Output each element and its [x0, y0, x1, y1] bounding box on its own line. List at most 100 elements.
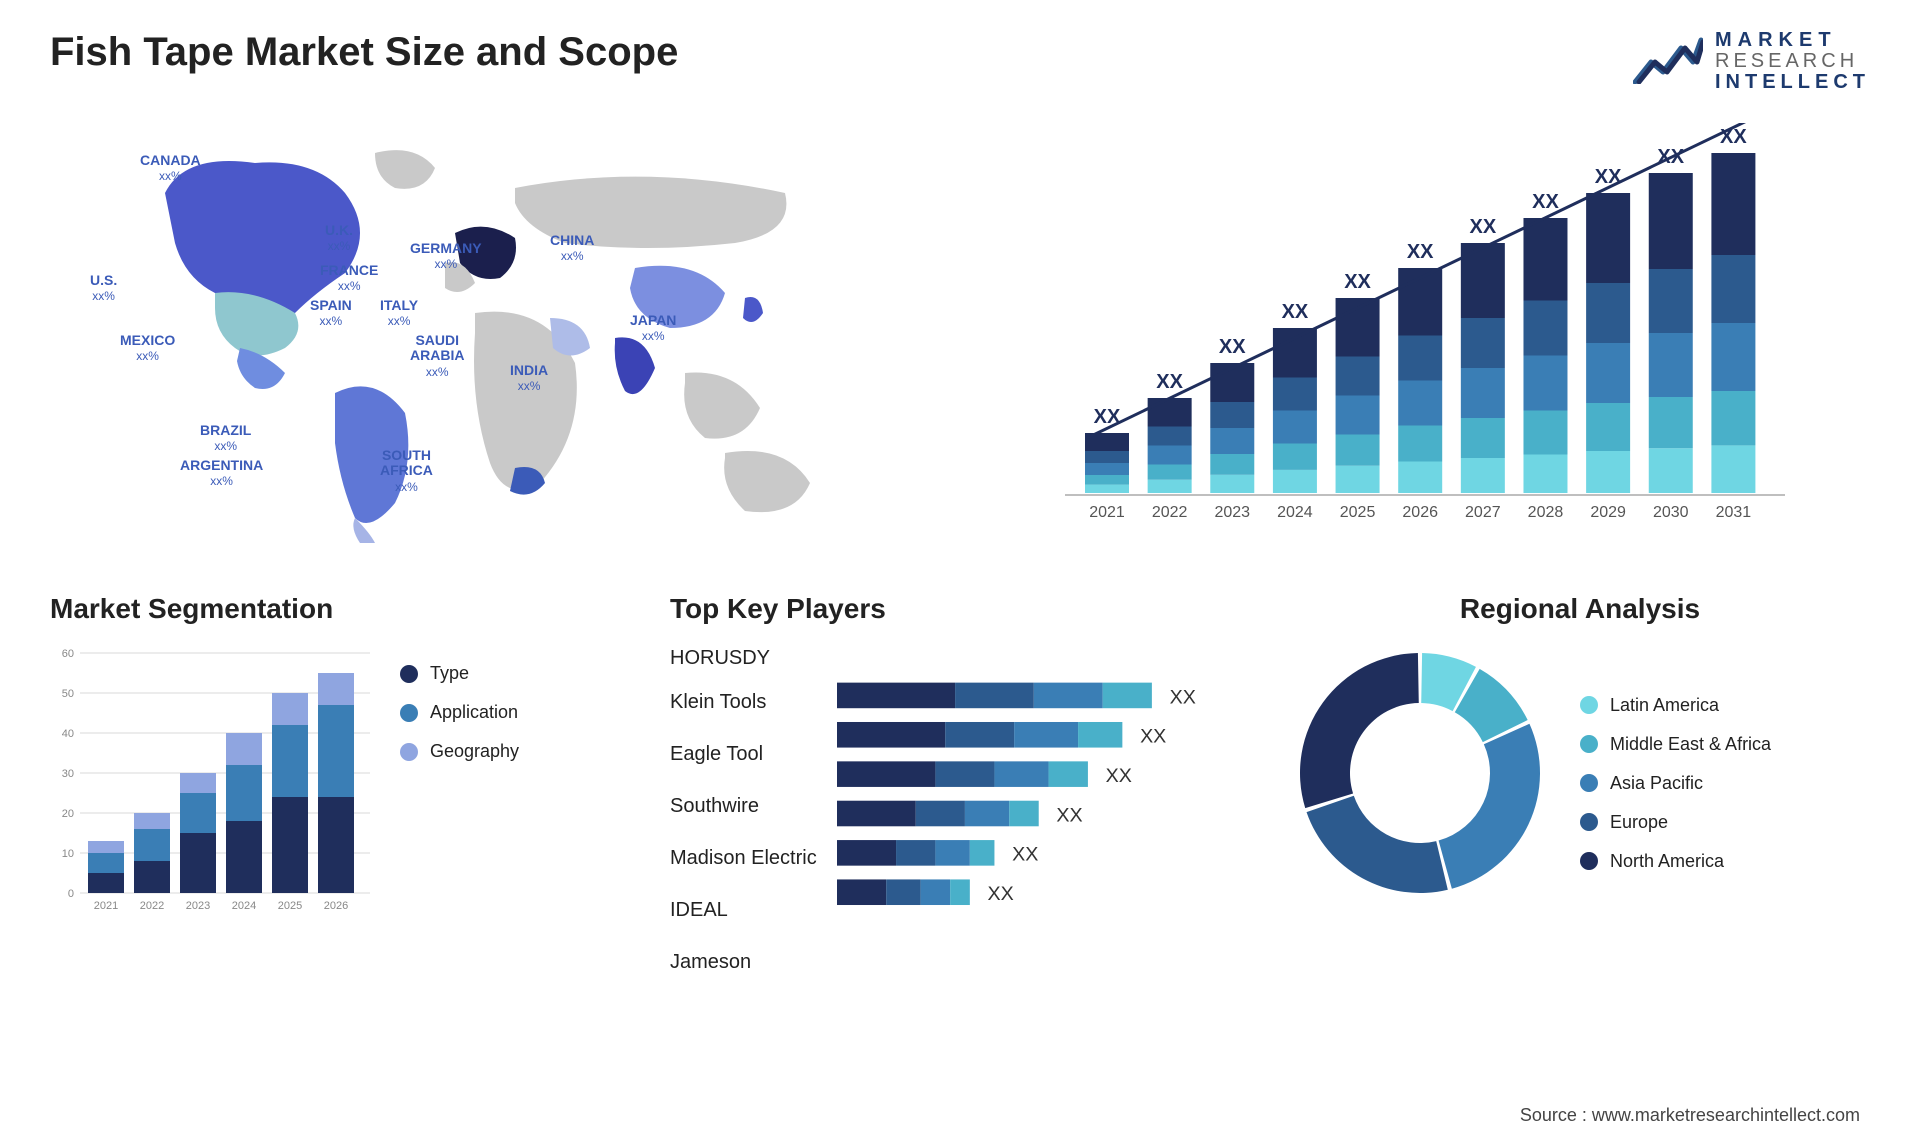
players-chart: XXXXXXXXXXXX [837, 643, 1250, 923]
svg-text:XX: XX [1595, 166, 1622, 188]
svg-text:2031: 2031 [1716, 504, 1752, 521]
map-label: SAUDIARABIAxx% [410, 333, 464, 379]
legend-item: Application [400, 702, 519, 723]
svg-text:2029: 2029 [1590, 504, 1626, 521]
main-bar-chart: XX2021XX2022XX2023XX2024XX2025XX2026XX20… [980, 123, 1870, 543]
players-header: HORUSDY [670, 647, 817, 670]
segmentation-legend: Type Application Geography [400, 643, 519, 923]
svg-text:XX: XX [1282, 301, 1309, 323]
legend-dot [400, 704, 418, 722]
map-label: CANADAxx% [140, 153, 201, 184]
map-label: U.S.xx% [90, 273, 117, 304]
svg-text:50: 50 [62, 688, 74, 700]
legend-item: Middle East & Africa [1580, 734, 1771, 755]
map-label: MEXICOxx% [120, 333, 175, 364]
svg-text:2025: 2025 [1340, 504, 1376, 521]
svg-text:10: 10 [62, 848, 74, 860]
players-labels: HORUSDY Klein Tools Eagle Tool Southwire Mad… [670, 643, 817, 982]
map-label: ITALYxx% [380, 298, 418, 329]
player-label: Klein Tools [670, 682, 817, 722]
legend-dot [1580, 735, 1598, 753]
legend-label: Geography [430, 741, 519, 762]
legend-item: Geography [400, 741, 519, 762]
svg-text:2023: 2023 [186, 900, 210, 912]
segmentation-chart: 0102030405060202120222023202420252026 [50, 643, 370, 923]
legend-dot [1580, 774, 1598, 792]
svg-text:XX: XX [1105, 765, 1131, 787]
legend-label: Asia Pacific [1610, 773, 1703, 794]
svg-text:2026: 2026 [324, 900, 348, 912]
svg-text:XX: XX [1532, 191, 1559, 213]
svg-text:XX: XX [987, 883, 1013, 905]
svg-text:XX: XX [1156, 371, 1183, 393]
segmentation-title: Market Segmentation [50, 593, 630, 625]
svg-text:2030: 2030 [1653, 504, 1689, 521]
world-map-panel: CANADAxx% U.S.xx% MEXICOxx% BRAZILxx% ARGENT… [50, 123, 940, 543]
map-label: GERMANYxx% [410, 241, 482, 272]
legend-label: North America [1610, 851, 1724, 872]
svg-text:20: 20 [62, 808, 74, 820]
svg-text:XX: XX [1140, 726, 1166, 748]
map-label: ARGENTINAxx% [180, 458, 263, 489]
players-panel: Top Key Players HORUSDY Klein Tools Eagle … [670, 593, 1250, 982]
map-label: BRAZILxx% [200, 423, 251, 454]
map-label: FRANCExx% [320, 263, 378, 294]
regional-donut [1290, 643, 1550, 903]
regional-panel: Regional Analysis Latin America Middle Ea… [1290, 593, 1870, 982]
legend-label: Middle East & Africa [1610, 734, 1771, 755]
map-label: SPAINxx% [310, 298, 352, 329]
svg-text:30: 30 [62, 768, 74, 780]
player-label: Southwire [670, 786, 817, 826]
logo-icon [1633, 34, 1703, 89]
legend-item: Type [400, 663, 519, 684]
svg-text:2023: 2023 [1214, 504, 1250, 521]
legend-item: Latin America [1580, 695, 1771, 716]
player-label: Eagle Tool [670, 734, 817, 774]
legend-dot [1580, 813, 1598, 831]
legend-dot [1580, 852, 1598, 870]
svg-text:2025: 2025 [278, 900, 302, 912]
map-label: SOUTHAFRICAxx% [380, 448, 433, 494]
svg-text:XX: XX [1219, 336, 1246, 358]
players-title: Top Key Players [670, 593, 1250, 625]
player-label: Jameson [670, 942, 817, 982]
map-label: JAPANxx% [630, 313, 676, 344]
svg-text:XX: XX [1469, 216, 1496, 238]
svg-text:2024: 2024 [1277, 504, 1313, 521]
player-label: Madison Electric [670, 838, 817, 878]
svg-text:2022: 2022 [140, 900, 164, 912]
map-label: U.K.xx% [325, 223, 353, 254]
legend-label: Europe [1610, 812, 1668, 833]
svg-text:XX: XX [1012, 844, 1038, 866]
legend-item: Europe [1580, 812, 1771, 833]
source-attribution: Source : www.marketresearchintellect.com [1520, 1105, 1860, 1126]
svg-text:XX: XX [1344, 271, 1371, 293]
svg-text:XX: XX [1720, 126, 1747, 148]
page-title: Fish Tape Market Size and Scope [50, 30, 678, 75]
segmentation-panel: Market Segmentation 01020304050602021202… [50, 593, 630, 982]
legend-label: Latin America [1610, 695, 1719, 716]
svg-text:XX: XX [1169, 686, 1195, 708]
logo-line1: MARKET [1715, 30, 1870, 51]
regional-legend: Latin America Middle East & Africa Asia Pa… [1580, 675, 1771, 872]
legend-label: Application [430, 702, 518, 723]
svg-text:XX: XX [1056, 804, 1082, 826]
svg-text:2021: 2021 [1089, 504, 1125, 521]
legend-label: Type [430, 663, 469, 684]
map-label: INDIAxx% [510, 363, 548, 394]
legend-dot [400, 743, 418, 761]
svg-text:XX: XX [1407, 241, 1434, 263]
legend-item: North America [1580, 851, 1771, 872]
legend-item: Asia Pacific [1580, 773, 1771, 794]
svg-text:2027: 2027 [1465, 504, 1501, 521]
regional-title: Regional Analysis [1290, 593, 1870, 625]
svg-text:2021: 2021 [94, 900, 118, 912]
map-label: CHINAxx% [550, 233, 594, 264]
svg-text:2024: 2024 [232, 900, 256, 912]
logo-line3: INTELLECT [1715, 72, 1870, 93]
legend-dot [1580, 696, 1598, 714]
legend-dot [400, 665, 418, 683]
svg-text:2028: 2028 [1528, 504, 1564, 521]
logo-line2: RESEARCH [1715, 51, 1870, 72]
svg-text:0: 0 [68, 888, 74, 900]
